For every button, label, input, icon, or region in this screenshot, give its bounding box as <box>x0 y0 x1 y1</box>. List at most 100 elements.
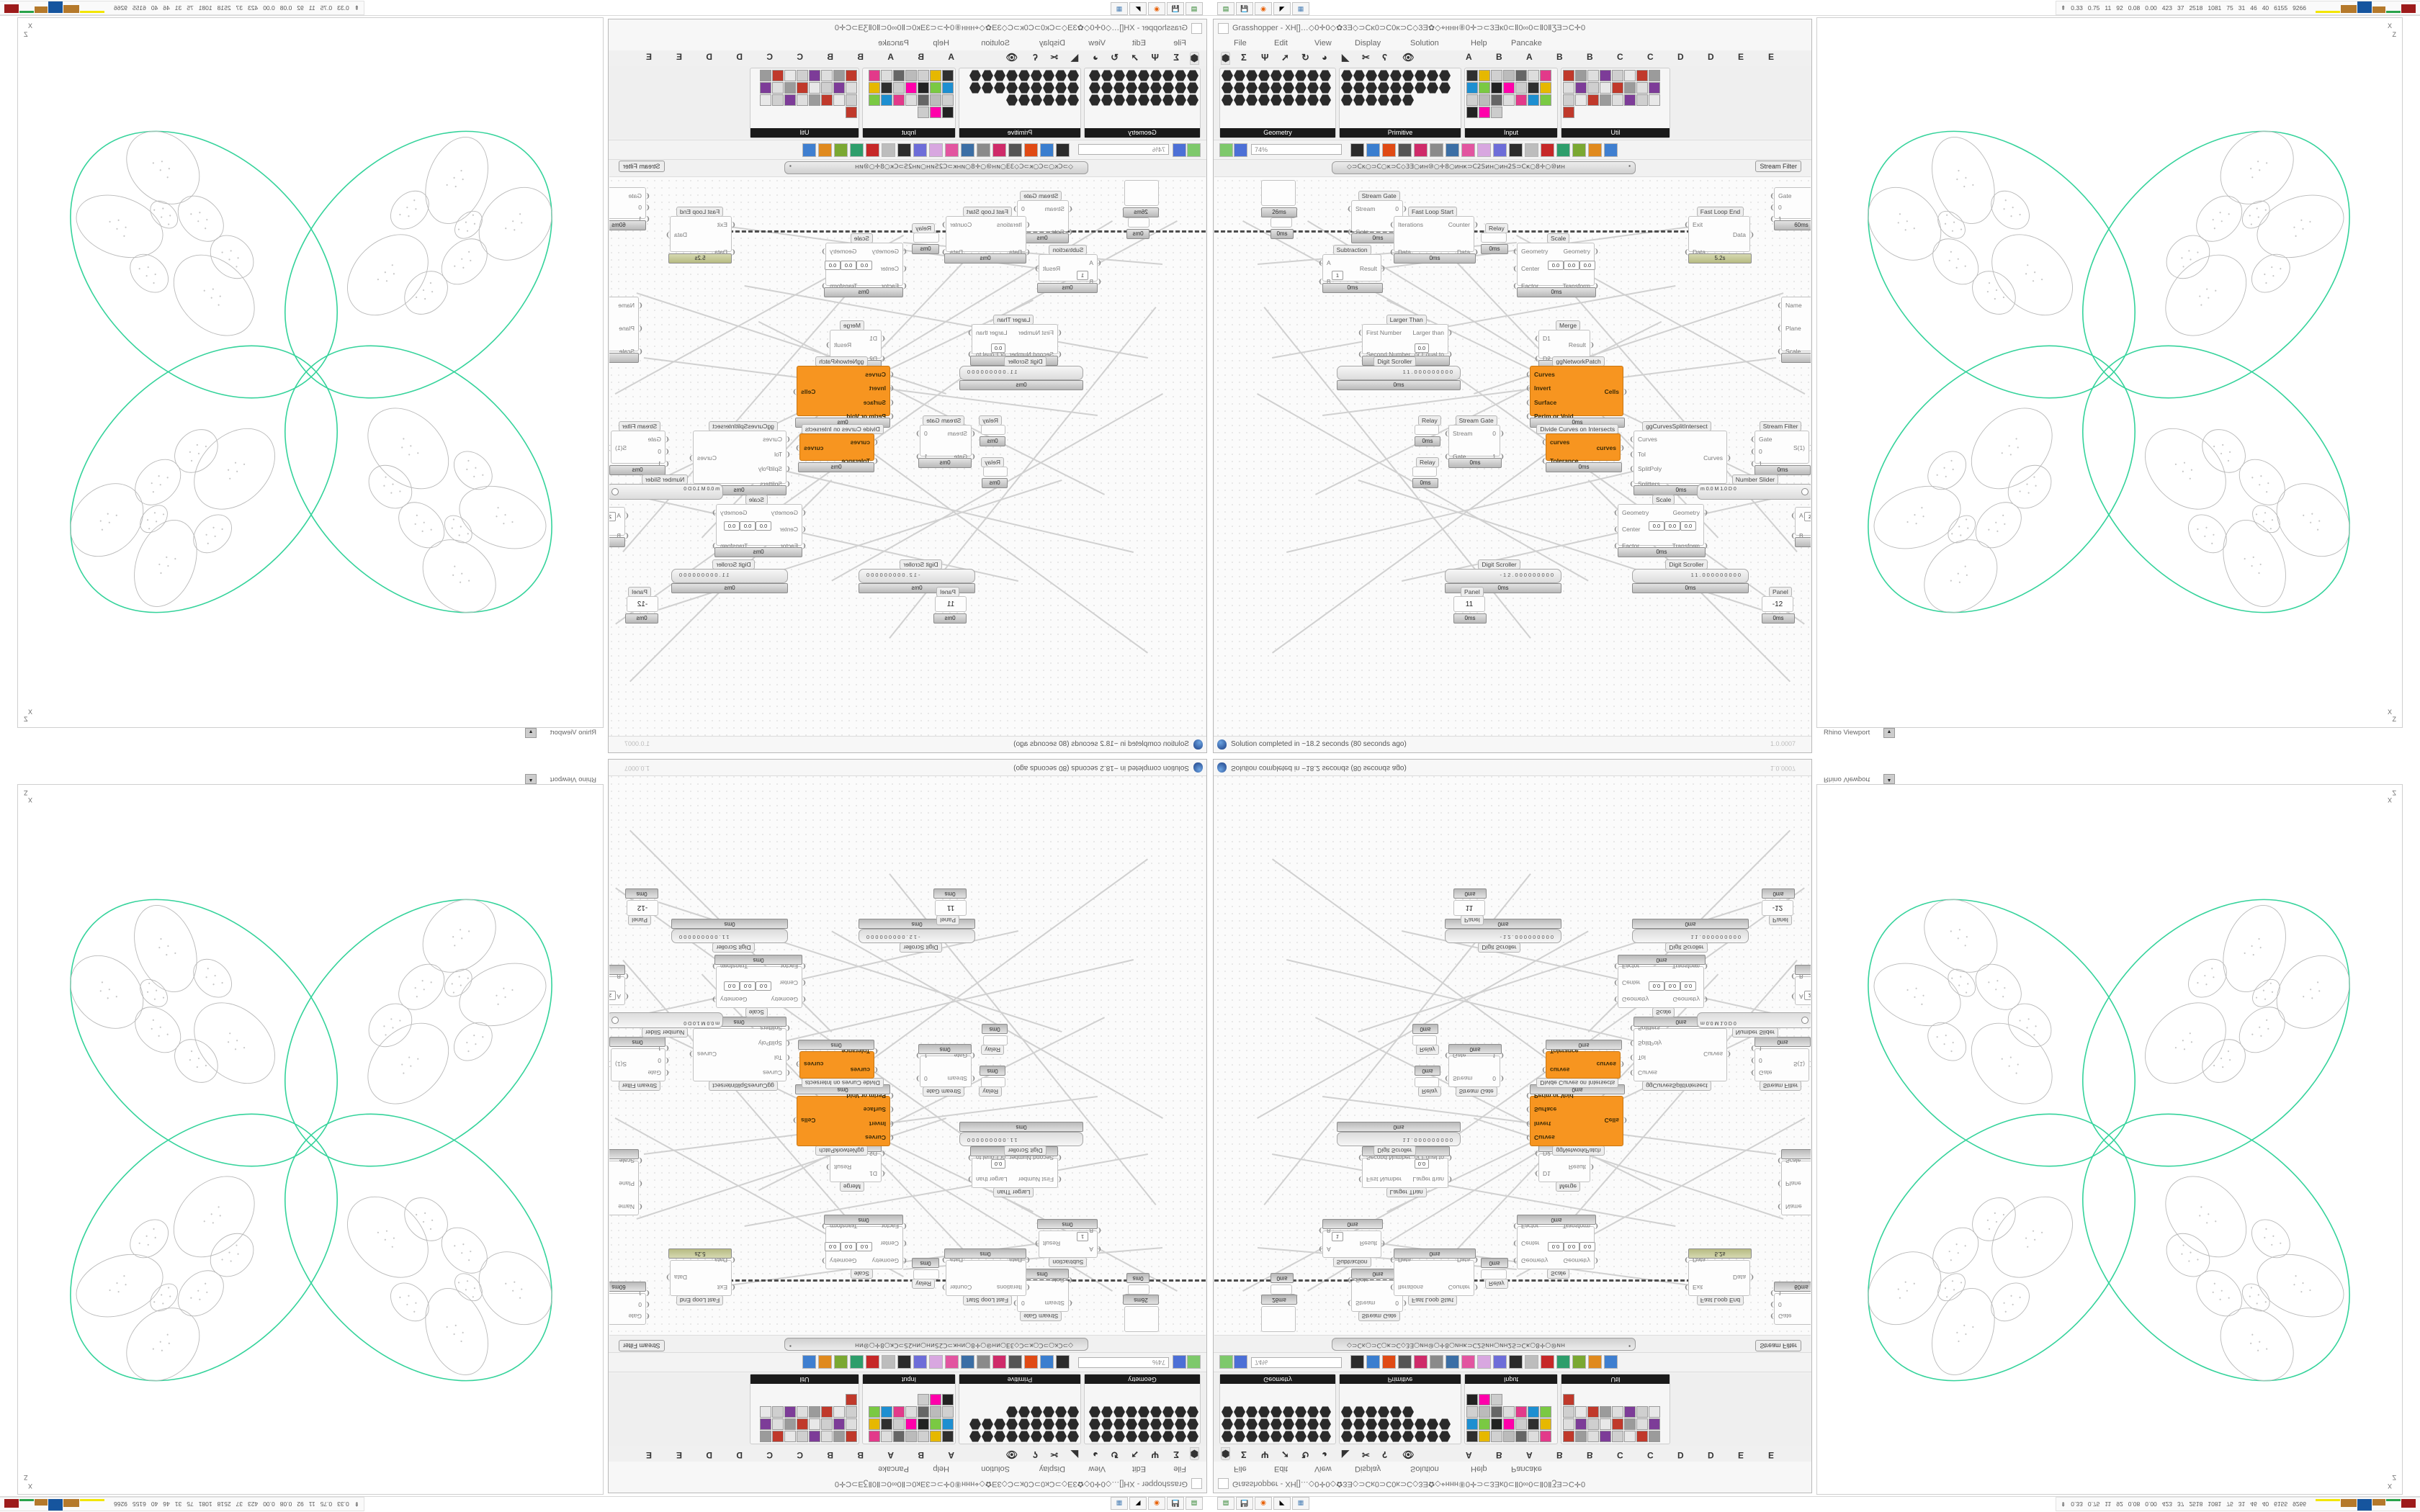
component-button[interactable] <box>1018 70 1030 81</box>
component-button[interactable] <box>1162 70 1174 81</box>
terminal-icon[interactable]: ▤ <box>1186 1497 1203 1510</box>
ribbon-tab-6[interactable]: C <box>766 1450 773 1460</box>
component-button[interactable] <box>809 1431 820 1442</box>
node-input-port[interactable]: ❨ <box>637 1203 643 1210</box>
node-output-port[interactable]: ❩ <box>1380 1240 1386 1247</box>
node-input-port[interactable]: ❨ <box>1067 1300 1073 1307</box>
component-button[interactable] <box>1283 1418 1294 1430</box>
node-input-port[interactable]: ❨ <box>889 1106 895 1114</box>
menu-item-display[interactable]: Display <box>1039 1464 1065 1473</box>
node-output-port[interactable]: ❩ <box>1749 1274 1754 1281</box>
component-button[interactable] <box>881 94 892 106</box>
ribbon-tab-3[interactable]: B <box>857 52 864 62</box>
component-button[interactable] <box>1624 1431 1636 1442</box>
component-button[interactable] <box>1563 1418 1574 1430</box>
profiler-icon[interactable] <box>1398 143 1412 157</box>
component-button[interactable] <box>1162 1406 1174 1418</box>
scissors-icon[interactable] <box>913 143 927 157</box>
component-button[interactable] <box>1031 1406 1042 1418</box>
node-scale[interactable]: Geometry ❨ Center ❨ Factor ❨ Geometry ❩ Transfor… <box>821 1223 908 1269</box>
node-relay[interactable] <box>981 1077 1005 1087</box>
bake-icon[interactable] <box>1382 143 1396 157</box>
component-button[interactable] <box>1600 1406 1611 1418</box>
ribbon-icon-6[interactable]: ◣ <box>1071 1449 1078 1460</box>
component-button[interactable] <box>969 82 981 94</box>
node-output-port[interactable]: ❩ <box>795 1061 801 1068</box>
ribbon-tab-6[interactable]: C <box>1647 52 1654 62</box>
component-button[interactable] <box>1089 1431 1101 1442</box>
component-button[interactable] <box>1113 70 1125 81</box>
node-fast-loop-start[interactable]: Iterations ❨ Data ❨ Counter ❩ Data ❩ <box>1389 216 1479 256</box>
node-digit-scroller[interactable]: -12.000000000 <box>859 569 975 583</box>
ribbon-icon-1[interactable]: Σ <box>1241 1449 1247 1460</box>
node-digit-scroller[interactable]: -12.000000000 <box>1445 929 1561 943</box>
node-input-port[interactable]: ❨ <box>1025 1284 1031 1291</box>
node-output-port[interactable]: ❩ <box>941 1284 947 1291</box>
component-button[interactable] <box>1162 82 1174 94</box>
ribbon-tab-3[interactable]: B <box>1556 52 1563 62</box>
component-button[interactable] <box>1270 1431 1282 1442</box>
component-button[interactable] <box>1366 94 1377 106</box>
node-digit-scroller[interactable]: 11.000000000 <box>671 569 788 583</box>
component-button[interactable] <box>1234 1406 1245 1418</box>
component-button[interactable] <box>1466 1418 1478 1430</box>
component-button[interactable] <box>1126 70 1137 81</box>
node-power[interactable]: A❨B❨Result❩2 <box>1791 973 1811 1005</box>
component-button[interactable] <box>1563 94 1574 106</box>
power-a-value[interactable]: 2 <box>609 512 616 521</box>
node-merge[interactable]: D1 ❨ D2 ❨ Result ❩ <box>1534 1150 1595 1182</box>
ribbon-tab-3[interactable]: B <box>1556 1450 1563 1460</box>
component-button[interactable] <box>930 1406 941 1418</box>
component-button[interactable] <box>1307 1431 1319 1442</box>
component-button[interactable] <box>930 1418 941 1430</box>
ribbon-tab-4[interactable]: B <box>1587 1450 1593 1460</box>
component-button[interactable] <box>784 94 796 106</box>
node-output-port[interactable]: ❩ <box>1402 205 1407 212</box>
component-button[interactable] <box>1491 1394 1502 1405</box>
node-input-port[interactable]: ❨ <box>1389 221 1395 228</box>
node-canvas[interactable]: Stream GateStream❨Gate❨0❩1❩0msRelay0ms26… <box>1214 773 1811 1336</box>
component-button[interactable] <box>905 82 917 94</box>
component-button[interactable] <box>1540 94 1551 106</box>
component-button[interactable] <box>1503 82 1515 94</box>
ribbon-tab-7[interactable]: D <box>736 52 743 62</box>
component-button[interactable] <box>1055 94 1067 106</box>
component-button[interactable] <box>1018 94 1030 106</box>
node-input-port[interactable]: ❨ <box>1525 384 1531 392</box>
component-button[interactable] <box>1150 82 1162 94</box>
component-button[interactable] <box>1636 1406 1648 1418</box>
node-output-port[interactable]: ❩ <box>1402 1300 1407 1307</box>
node-input-port[interactable]: ❨ <box>1318 278 1324 285</box>
scale-center-0[interactable]: 0.0 <box>756 981 771 991</box>
ribbon-icon-4[interactable]: ↻ <box>1111 52 1119 63</box>
component-button[interactable] <box>1006 1406 1018 1418</box>
node-output-port[interactable]: ❩ <box>795 444 801 451</box>
node-input-port[interactable]: ❨ <box>1444 453 1450 460</box>
component-button[interactable] <box>809 70 820 81</box>
component-button[interactable] <box>869 1431 880 1442</box>
component-button[interactable] <box>1126 1406 1137 1418</box>
component-button[interactable] <box>1101 1418 1113 1430</box>
node-input-port[interactable]: ❨ <box>1777 325 1783 332</box>
component-button[interactable] <box>1563 1406 1574 1418</box>
node-output-port[interactable]: ❩ <box>1703 509 1708 516</box>
zoom-level-input[interactable]: 74% <box>1078 144 1169 155</box>
component-button[interactable] <box>1187 82 1198 94</box>
component-button[interactable] <box>1341 82 1353 94</box>
cluster-icon[interactable] <box>1430 1355 1443 1369</box>
scale-center-2[interactable]: 0.0 <box>1680 981 1696 991</box>
node-output-port[interactable]: ❩ <box>915 1075 921 1082</box>
ribbon-tab-0[interactable]: A <box>948 1450 954 1460</box>
node-output-port[interactable]: ❩ <box>1034 265 1040 272</box>
node-output-port[interactable]: ❩ <box>825 341 831 348</box>
node-scale[interactable]: Geometry ❨ Center ❨ Factor ❨ Geometry ❩ Transfor… <box>1613 963 1708 1008</box>
node-number-slider[interactable]: m 0.0 M 1.0 D 0 <box>609 484 723 500</box>
component-button[interactable] <box>942 1394 954 1405</box>
node-output-port[interactable]: ❩ <box>1013 205 1018 212</box>
node-input-port[interactable]: ❨ <box>645 1301 650 1308</box>
node-relay[interactable] <box>1270 1284 1292 1295</box>
search-icon[interactable] <box>961 1355 974 1369</box>
menu-item-solution[interactable]: Solution <box>981 1464 1010 1473</box>
component-button[interactable] <box>1246 94 1258 106</box>
calculator-icon[interactable]: ▦ <box>1292 2 1309 15</box>
